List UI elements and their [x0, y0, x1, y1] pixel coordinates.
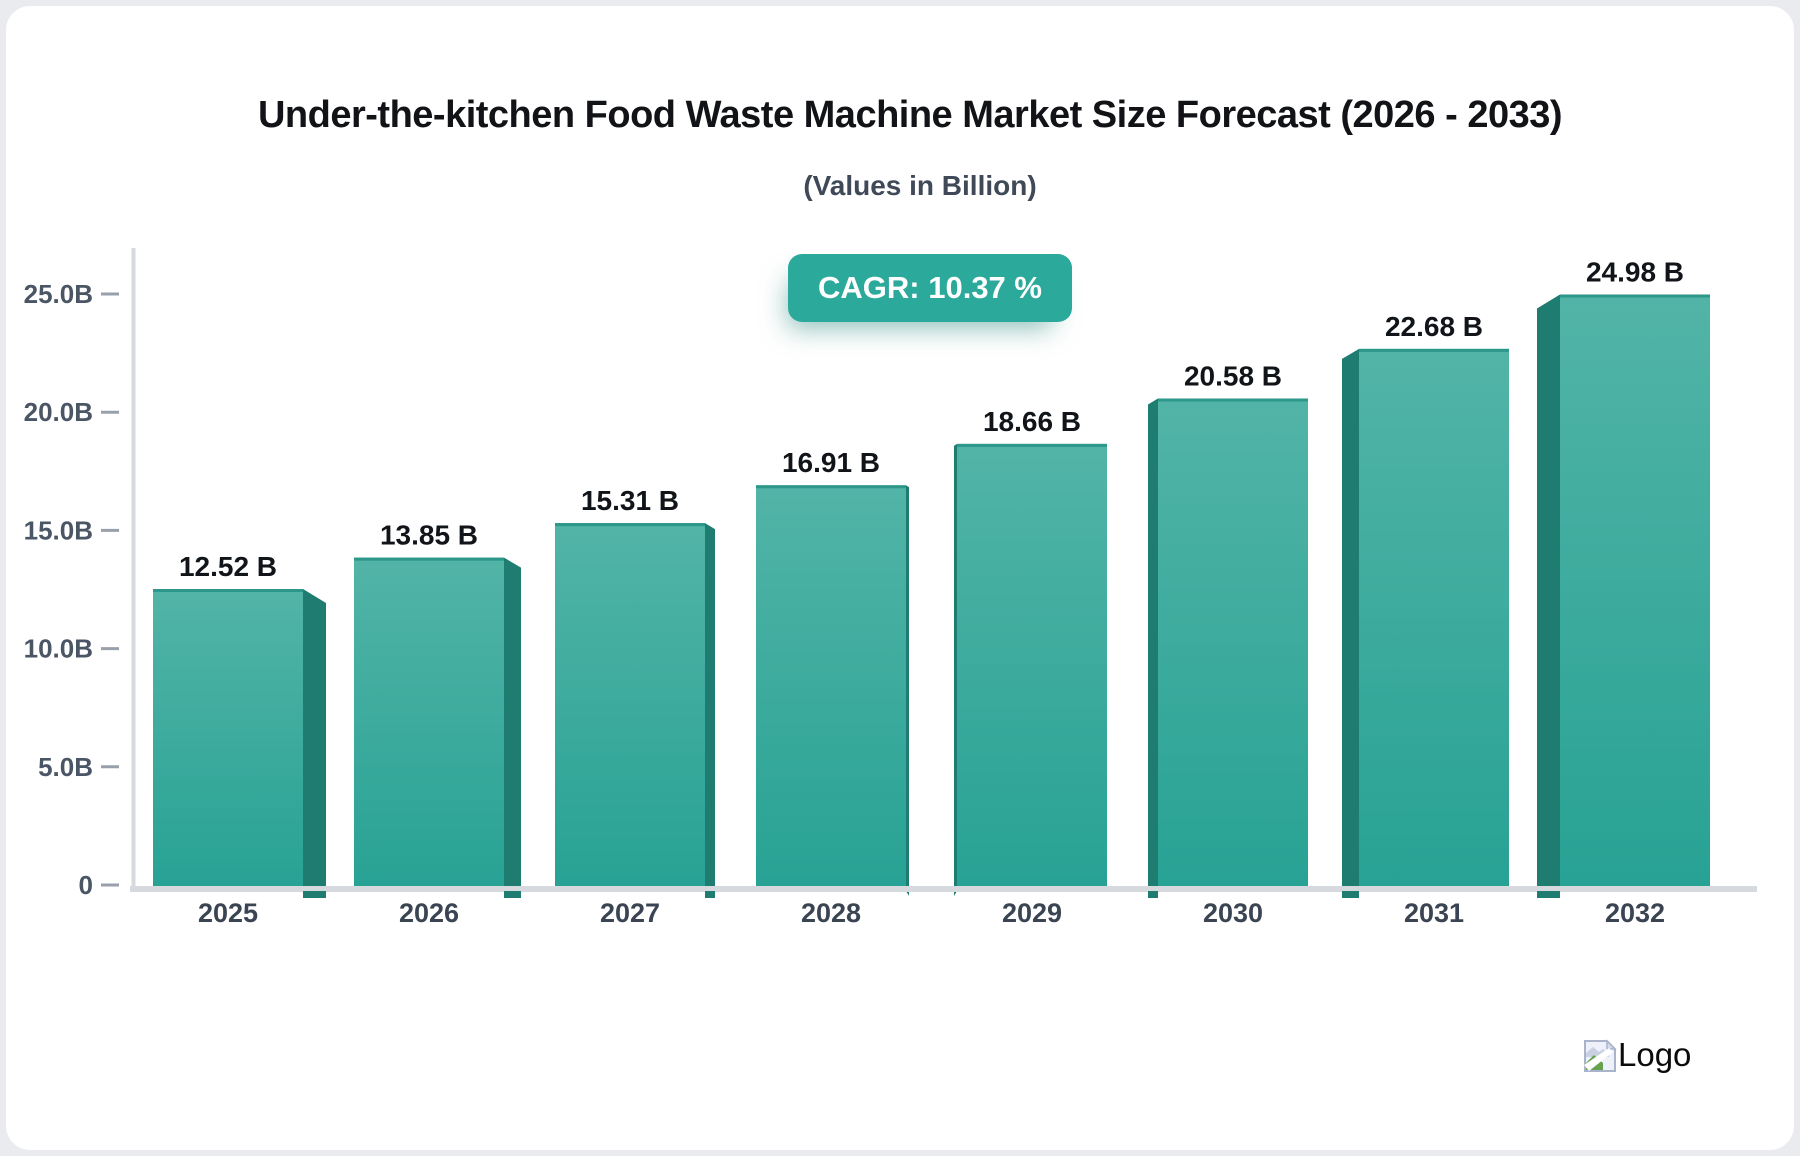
y-tick-label: 25.0B	[24, 279, 93, 309]
x-category-label: 2032	[1605, 898, 1665, 928]
x-category-label: 2028	[801, 898, 861, 928]
y-tick-label: 15.0B	[24, 515, 93, 545]
bar-value-label: 12.52 B	[179, 551, 277, 582]
x-category-label: 2031	[1404, 898, 1464, 928]
x-category-label: 2026	[399, 898, 459, 928]
chart-subtitle: (Values in Billion)	[803, 170, 1037, 201]
bar-2031[interactable]	[1342, 348, 1509, 896]
bar-2025[interactable]	[153, 589, 326, 896]
bar-value-label: 18.66 B	[983, 406, 1081, 437]
bar-side-stub	[1342, 891, 1359, 898]
bar-side-stub	[1148, 891, 1158, 898]
bar-front-face	[354, 557, 504, 891]
logo-placeholder: Logo	[1583, 1038, 1691, 1073]
y-tick-label: 10.0B	[24, 634, 93, 664]
bar-value-label: 24.98 B	[1586, 256, 1684, 287]
bar-2029[interactable]	[954, 443, 1107, 896]
bar-front-face	[1359, 348, 1509, 891]
bar-side-face	[1342, 348, 1359, 896]
bar-2028[interactable]	[756, 485, 909, 896]
bar-side-face	[504, 557, 521, 896]
bar-side-stub	[1537, 891, 1560, 898]
bar-2027[interactable]	[555, 523, 715, 896]
x-category-label: 2029	[1002, 898, 1062, 928]
bar-side-stub	[303, 891, 326, 898]
bar-side-face	[906, 485, 909, 896]
cagr-badge: CAGR: 10.37 %	[788, 254, 1072, 322]
cagr-badge-label: CAGR: 10.37 %	[818, 270, 1042, 305]
bar-front-face	[1158, 398, 1308, 891]
x-category-label: 2025	[198, 898, 258, 928]
broken-image-icon	[1584, 1039, 1617, 1072]
y-tick-label: 20.0B	[24, 397, 93, 427]
bar-side-stub	[705, 891, 715, 898]
bar-value-label: 13.85 B	[380, 520, 478, 551]
bar-2032[interactable]	[1537, 294, 1710, 897]
chart-title: Under-the-kitchen Food Waste Machine Mar…	[257, 94, 1563, 136]
bar-side-stub	[504, 891, 521, 898]
bar-side-face	[705, 523, 715, 896]
bar-2030[interactable]	[1148, 398, 1308, 896]
bar-2026[interactable]	[354, 557, 521, 896]
bar-front-face	[1560, 294, 1710, 892]
x-category-label: 2027	[600, 898, 660, 928]
bar-side-face	[1537, 294, 1560, 897]
bar-side-face	[1148, 398, 1158, 896]
bar-front-face	[555, 523, 705, 891]
y-tick-label: 0	[79, 870, 93, 900]
logo-text: Logo	[1618, 1036, 1692, 1073]
bar-value-label: 16.91 B	[782, 447, 880, 478]
bar-value-label: 20.58 B	[1184, 360, 1282, 391]
bar-side-face	[954, 443, 957, 896]
bar-front-face	[153, 589, 303, 891]
bar-front-face	[957, 443, 1107, 891]
x-category-label: 2030	[1203, 898, 1263, 928]
bar-side-face	[303, 589, 326, 896]
bar-value-label: 22.68 B	[1385, 311, 1483, 342]
bar-value-label: 15.31 B	[581, 485, 679, 516]
y-tick-label: 5.0B	[38, 752, 93, 782]
bar-front-face	[756, 485, 906, 891]
